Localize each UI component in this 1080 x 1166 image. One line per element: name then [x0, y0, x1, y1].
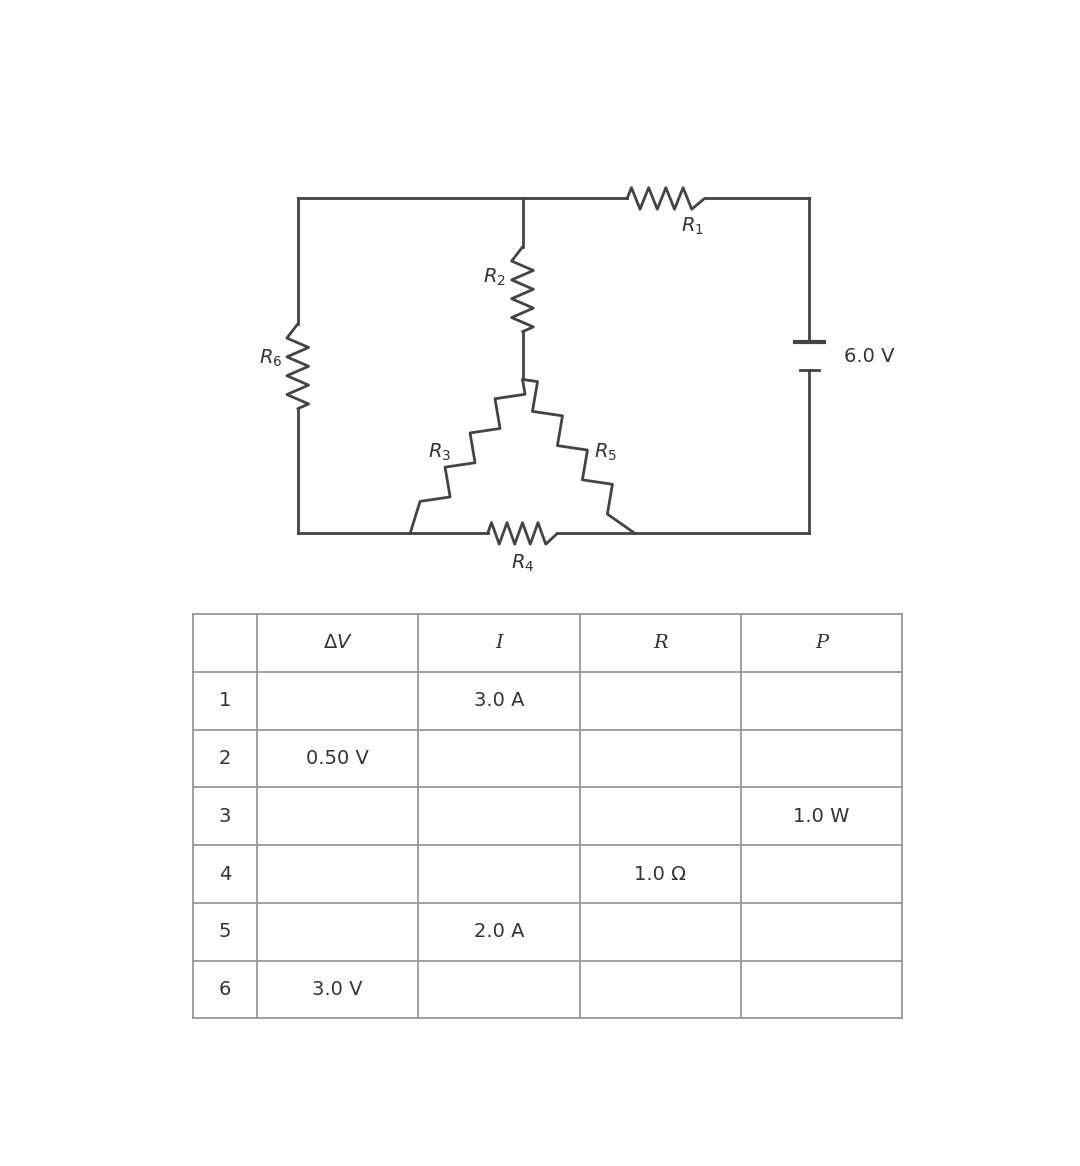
Text: $R_3$: $R_3$ — [428, 442, 450, 463]
Text: $R_5$: $R_5$ — [594, 442, 618, 463]
Text: 5: 5 — [219, 922, 231, 941]
Text: $R_2$: $R_2$ — [483, 267, 505, 288]
Text: 3: 3 — [219, 807, 231, 826]
Text: 3.0 V: 3.0 V — [312, 981, 363, 999]
Text: 6: 6 — [219, 981, 231, 999]
Text: I: I — [495, 634, 502, 652]
Text: P: P — [815, 634, 828, 652]
Text: 1.0 Ω: 1.0 Ω — [634, 865, 686, 884]
Text: 1: 1 — [219, 691, 231, 710]
Text: 2: 2 — [219, 749, 231, 768]
Text: 0.50 V: 0.50 V — [306, 749, 369, 768]
Text: 2.0 A: 2.0 A — [474, 922, 524, 941]
Text: 3.0 A: 3.0 A — [474, 691, 524, 710]
Text: $R_1$: $R_1$ — [681, 216, 704, 237]
Text: 6.0 V: 6.0 V — [845, 346, 894, 366]
Text: 1.0 W: 1.0 W — [794, 807, 850, 826]
Text: $R_6$: $R_6$ — [259, 347, 282, 370]
Text: R: R — [653, 634, 667, 652]
Text: 4: 4 — [219, 865, 231, 884]
Text: $\Delta V$: $\Delta V$ — [323, 634, 352, 652]
Text: $R_4$: $R_4$ — [511, 553, 535, 574]
